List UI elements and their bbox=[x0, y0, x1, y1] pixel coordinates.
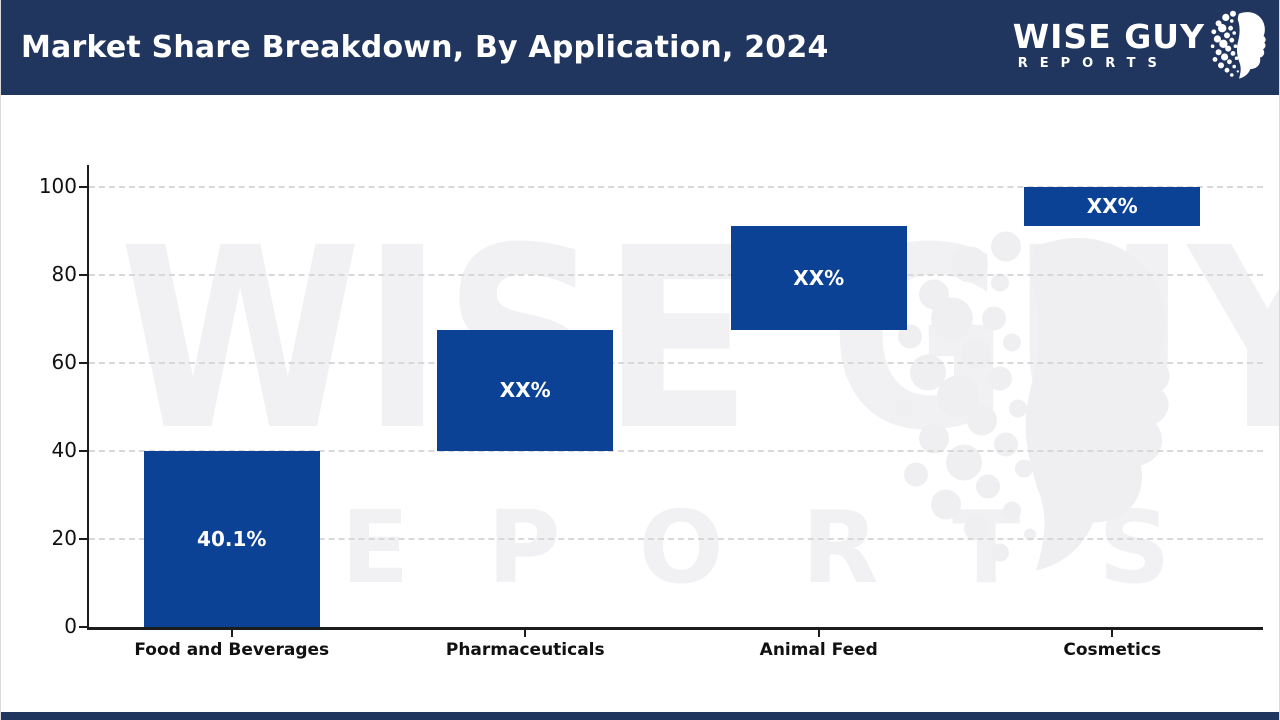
bar-pharmaceuticals: XX% bbox=[437, 330, 614, 451]
y-tick-mark bbox=[79, 450, 88, 452]
x-category-label: Pharmaceuticals bbox=[445, 640, 605, 660]
gridline bbox=[89, 450, 1263, 452]
footer-bar bbox=[1, 712, 1279, 720]
x-tick-mark bbox=[524, 629, 527, 637]
x-axis-line bbox=[87, 627, 1263, 630]
y-tick-label: 20 bbox=[51, 526, 77, 550]
y-tick-label: 60 bbox=[51, 350, 77, 374]
x-tick-mark bbox=[1111, 629, 1114, 637]
bar-food-and-beverages: 40.1% bbox=[143, 450, 320, 627]
x-category-label: Animal Feed bbox=[759, 640, 878, 660]
x-category-label: Cosmetics bbox=[1063, 640, 1162, 660]
bar-value-label: 40.1% bbox=[197, 526, 267, 551]
logo-subtext: REPORTS bbox=[1017, 56, 1169, 72]
bar-cosmetics: XX% bbox=[1024, 187, 1201, 226]
logo-face-icon bbox=[1209, 6, 1269, 84]
gridline bbox=[89, 186, 1263, 188]
bar-animal-feed: XX% bbox=[730, 225, 907, 331]
y-tick-label: 0 bbox=[64, 614, 77, 638]
bar-value-label: XX% bbox=[793, 266, 845, 291]
y-tick-mark bbox=[79, 274, 88, 276]
bar-value-label: XX% bbox=[499, 378, 551, 403]
bar-value-label: XX% bbox=[1086, 194, 1138, 219]
x-tick-mark bbox=[230, 629, 233, 637]
x-category-label: Food and Beverages bbox=[134, 640, 330, 660]
y-tick-mark bbox=[79, 186, 88, 188]
gridline bbox=[89, 538, 1263, 540]
y-tick-mark bbox=[79, 362, 88, 364]
gridline bbox=[89, 274, 1263, 276]
y-tick-label: 40 bbox=[51, 438, 77, 462]
y-tick-mark bbox=[79, 626, 88, 628]
y-tick-label: 100 bbox=[38, 174, 77, 198]
wise-guy-reports-logo: WISE GUY REPORTS bbox=[1013, 6, 1269, 84]
y-tick-mark bbox=[79, 538, 88, 540]
y-tick-label: 80 bbox=[51, 262, 77, 286]
y-axis-line bbox=[87, 165, 89, 629]
gridline bbox=[89, 362, 1263, 364]
logo-wordmark: WISE GUY bbox=[1012, 16, 1205, 56]
x-tick-mark bbox=[817, 629, 820, 637]
chart-title: Market Share Breakdown, By Application, … bbox=[21, 30, 829, 65]
header-bar: Market Share Breakdown, By Application, … bbox=[1, 0, 1279, 95]
